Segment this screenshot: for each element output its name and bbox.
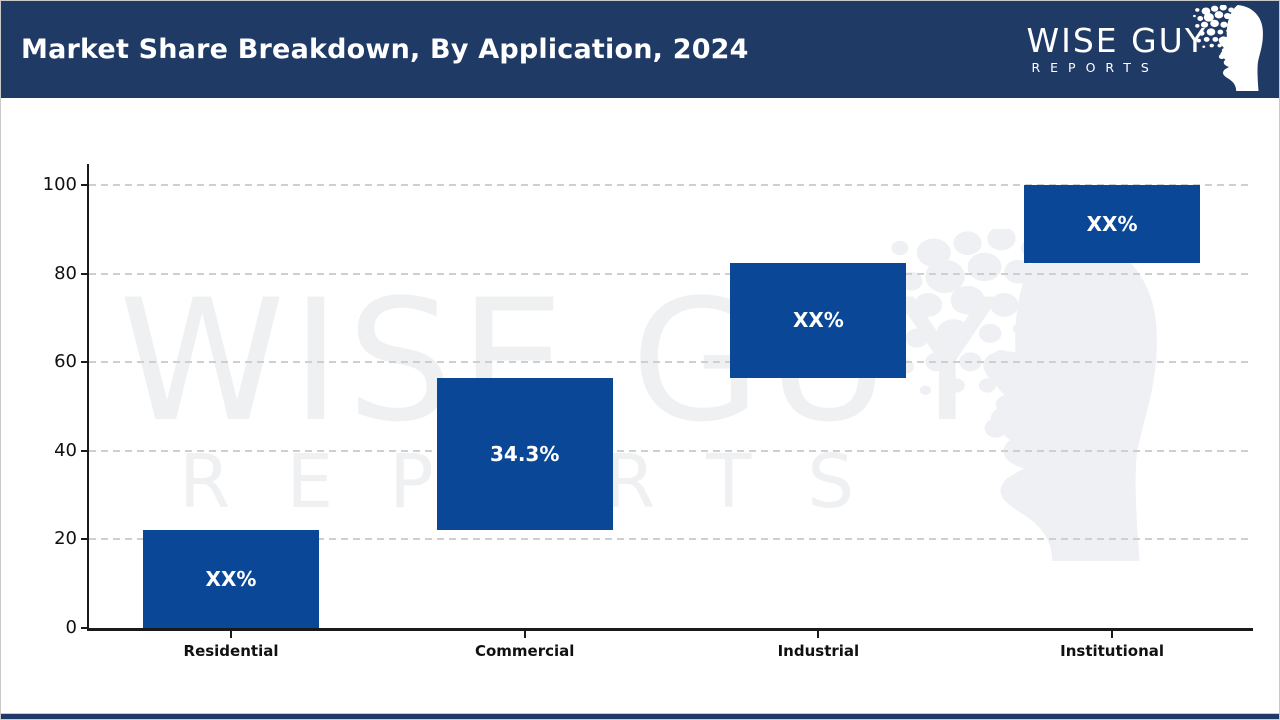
category-label-institutional: Institutional <box>1060 642 1165 660</box>
y-tick-label-100: 100 <box>42 174 77 195</box>
y-tick-label-20: 20 <box>54 528 77 550</box>
y-tick-label-0: 0 <box>65 617 77 638</box>
bar-value-label-industrial: XX% <box>792 308 844 333</box>
x-axis-line <box>87 628 1253 631</box>
y-tick-label-40: 40 <box>54 439 77 461</box>
gridline-80 <box>89 272 1253 275</box>
y-tick-mark-0 <box>81 627 89 629</box>
bar-institutional: XX% <box>1024 185 1201 263</box>
y-tick-mark-80 <box>81 272 89 275</box>
brand-logo-text: WISE GUY REPORTS <box>1026 24 1207 75</box>
x-tick-mark-residential <box>230 631 232 638</box>
brand-subname: REPORTS <box>1031 60 1159 75</box>
gridline-20 <box>89 538 1253 541</box>
x-tick-mark-industrial <box>817 631 820 638</box>
y-tick-mark-40 <box>81 449 89 452</box>
x-tick-mark-institutional <box>1111 631 1114 638</box>
brand-logo: WISE GUY REPORTS <box>1026 4 1265 91</box>
footer-bar <box>1 714 1279 719</box>
header-banner: Market Share Breakdown, By Application, … <box>1 1 1279 98</box>
market-share-chart: 0 20 40 60 80 100 XX% Residential 34.3% Commercia… <box>1 98 1279 716</box>
category-label-commercial: Commercial <box>474 642 575 660</box>
bar-value-label-commercial: 34.3% <box>489 441 560 466</box>
y-tick-label-80: 80 <box>54 262 77 284</box>
footer-divider <box>1 713 1279 714</box>
gridline-40 <box>89 449 1253 452</box>
category-label-residential: Residential <box>183 642 279 660</box>
brand-name: WISE GUY <box>1026 21 1207 60</box>
x-tick-mark-commercial <box>523 631 526 638</box>
category-label-industrial: Industrial <box>777 642 860 660</box>
y-axis-line <box>87 164 89 628</box>
bar-value-label-residential: XX% <box>205 566 257 591</box>
chart-title: Market Share Breakdown, By Application, … <box>21 34 749 65</box>
head-dots-icon <box>1193 4 1263 91</box>
gridline-60 <box>89 361 1253 364</box>
y-tick-mark-60 <box>81 361 89 364</box>
y-tick-mark-20 <box>81 538 89 541</box>
bar-value-label-institutional: XX% <box>1086 211 1138 236</box>
y-tick-label-60: 60 <box>54 351 77 373</box>
gridline-100 <box>89 184 1253 186</box>
y-tick-mark-100 <box>81 184 89 186</box>
bar-industrial: XX% <box>730 262 907 378</box>
bar-residential: XX% <box>143 529 319 628</box>
bar-commercial: 34.3% <box>436 377 613 530</box>
